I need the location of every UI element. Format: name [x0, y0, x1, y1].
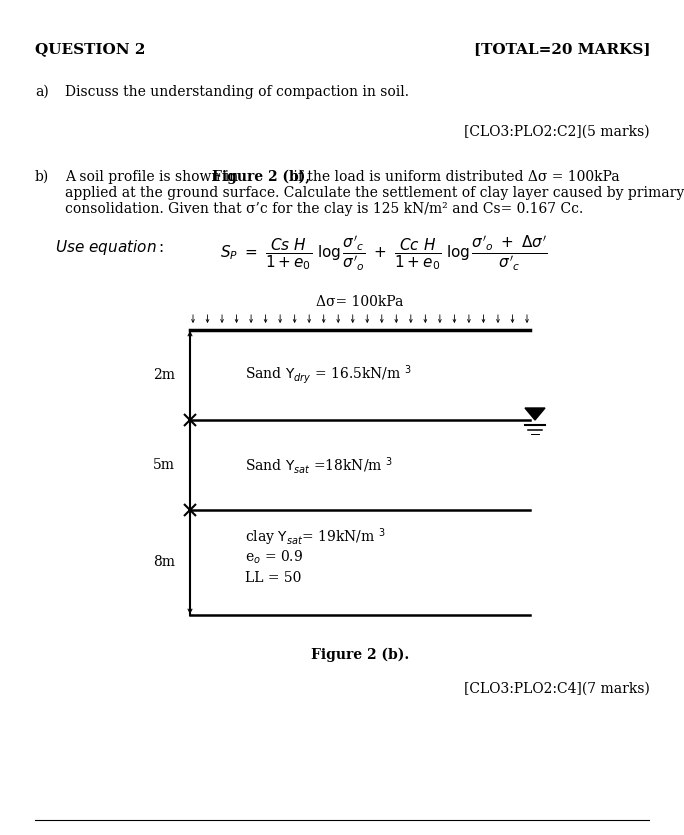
Text: clay $\Upsilon_{sat}$= 19kN/m $^3$: clay $\Upsilon_{sat}$= 19kN/m $^3$ [245, 527, 386, 549]
Text: QUESTION 2: QUESTION 2 [35, 42, 146, 56]
Text: Sand $\Upsilon_{sat}$ =18kN/m $^3$: Sand $\Upsilon_{sat}$ =18kN/m $^3$ [245, 454, 393, 475]
Polygon shape [525, 408, 545, 420]
Text: a): a) [35, 85, 49, 99]
Text: Δσ= 100kPa: Δσ= 100kPa [316, 295, 404, 309]
Text: e$_o$ = 0.9: e$_o$ = 0.9 [245, 549, 303, 566]
Text: consolidation. Given that σ’c for the clay is 125 kN/m² and Cs= 0.167 Cc.: consolidation. Given that σ’c for the cl… [65, 202, 583, 216]
Text: [CLO3:PLO2:C4](7 marks): [CLO3:PLO2:C4](7 marks) [464, 682, 650, 696]
Text: Sand $\Upsilon_{dry}$ = 16.5kN/m $^3$: Sand $\Upsilon_{dry}$ = 16.5kN/m $^3$ [245, 363, 412, 387]
Text: LL = 50: LL = 50 [245, 570, 302, 584]
Text: 8m: 8m [153, 555, 175, 569]
Text: 2m: 2m [153, 368, 175, 382]
Text: Figure 2 (b).: Figure 2 (b). [311, 648, 409, 662]
Text: if the load is uniform distributed Δσ = 100kPa: if the load is uniform distributed Δσ = … [289, 170, 620, 184]
Text: [TOTAL=20 MARKS]: [TOTAL=20 MARKS] [473, 42, 650, 56]
Text: Discuss the understanding of compaction in soil.: Discuss the understanding of compaction … [65, 85, 409, 99]
Text: 5m: 5m [153, 458, 175, 472]
Text: $S_P\ =\ \dfrac{Cs\ H}{1+e_0}\ \log\dfrac{\sigma'_c}{\sigma'_o}\ +\ \dfrac{Cc\ H: $S_P\ =\ \dfrac{Cs\ H}{1+e_0}\ \log\dfra… [220, 234, 548, 273]
Text: $\mathbf{\it{Use\ equation:}}$: $\mathbf{\it{Use\ equation:}}$ [55, 238, 164, 257]
Text: A soil profile is shown in: A soil profile is shown in [65, 170, 243, 184]
Text: Figure 2 (b),: Figure 2 (b), [212, 170, 310, 185]
Text: [CLO3:PLO2:C2](5 marks): [CLO3:PLO2:C2](5 marks) [464, 125, 650, 139]
Text: applied at the ground surface. Calculate the settlement of clay layer caused by : applied at the ground surface. Calculate… [65, 186, 684, 200]
Text: b): b) [35, 170, 49, 184]
